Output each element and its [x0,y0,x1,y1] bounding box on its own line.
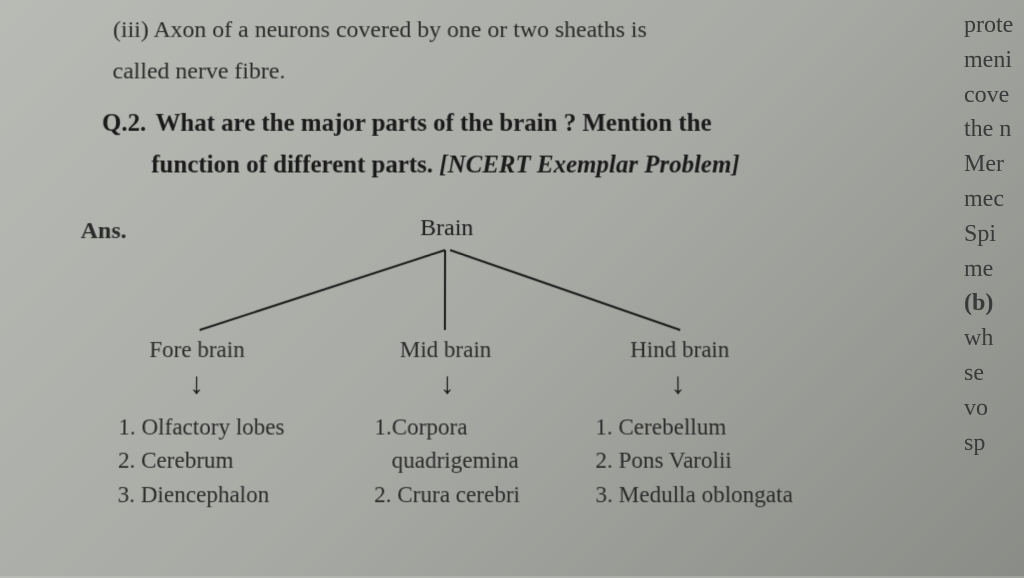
cutoff-text: Spi [964,217,1024,252]
hindbrain-list: 1. Cerebellum 2. Pons Varolii 3. Medulla… [595,410,793,511]
midbrain-list: 1.Corpora quadrigemina 2. Crura cerebri [374,410,520,511]
arrow-down-icon: ↓ [189,367,204,401]
list-item: 1.Corpora [374,410,520,444]
cutoff-text: wh [964,321,1024,356]
cutoff-text: meni [964,43,1024,78]
citation: [NCERT Exemplar Problem] [439,151,739,178]
forebrain-list: 1. Olfactory lobes 2. Cerebrum 3. Dience… [117,410,284,511]
cutoff-text: prote [964,8,1024,43]
cutoff-text: (b) [964,286,1024,321]
question-text-cont: function of different parts. [151,151,433,178]
page-right-edge-cutoff: prote meni cove the n Mer mec Spi me (b)… [964,0,1024,576]
arrow-down-icon: ↓ [670,367,685,401]
cutoff-text: Mer [964,147,1024,182]
question-line-2: function of different parts. [NCERT Exem… [101,146,1002,183]
cutoff-text: vo [964,391,1024,426]
textbook-page: (iii) Axon of a neurons covered by one o… [0,3,1024,578]
list-item: 1. Cerebellum [595,410,792,444]
list-item: 3. Medulla oblongata [595,478,792,512]
brain-tree-diagram: Brain Fore brain Mid brain Hind brain ↓ … [137,215,822,557]
arrow-down-icon: ↓ [440,367,455,401]
text-iii-cont: called nerve fibre. [102,54,1001,90]
cutoff-text: me [964,252,1024,287]
question-text: What are the major parts of the brain ? … [155,110,711,137]
list-item: 3. Diencephalon [117,478,284,512]
cutoff-text: sp [964,426,1024,461]
cutoff-text: the n [964,112,1024,147]
list-item: 2. Cerebrum [118,444,285,478]
tree-branches [139,245,820,335]
branch-label-midbrain: Mid brain [400,337,492,363]
list-item: quadrigemina [374,444,520,478]
cutoff-text: cove [964,78,1024,113]
list-item: 2. Crura cerebri [374,478,520,512]
text-iii: (iii) Axon of a neurons covered by one o… [103,12,1001,47]
list-item: 2. Pons Varolii [595,444,792,478]
cutoff-text: se [964,356,1024,391]
tree-root: Brain [420,215,473,242]
cutoff-text: mec [964,182,1024,217]
answer-label: Ans. [81,218,127,245]
question-number: Q.2. [102,105,150,142]
list-item: 1. Olfactory lobes [118,410,284,444]
branch-label-hindbrain: Hind brain [630,337,729,363]
branch-label-forebrain: Fore brain [149,337,245,363]
question-line-1: Q.2. What are the major parts of the bra… [102,105,1002,142]
